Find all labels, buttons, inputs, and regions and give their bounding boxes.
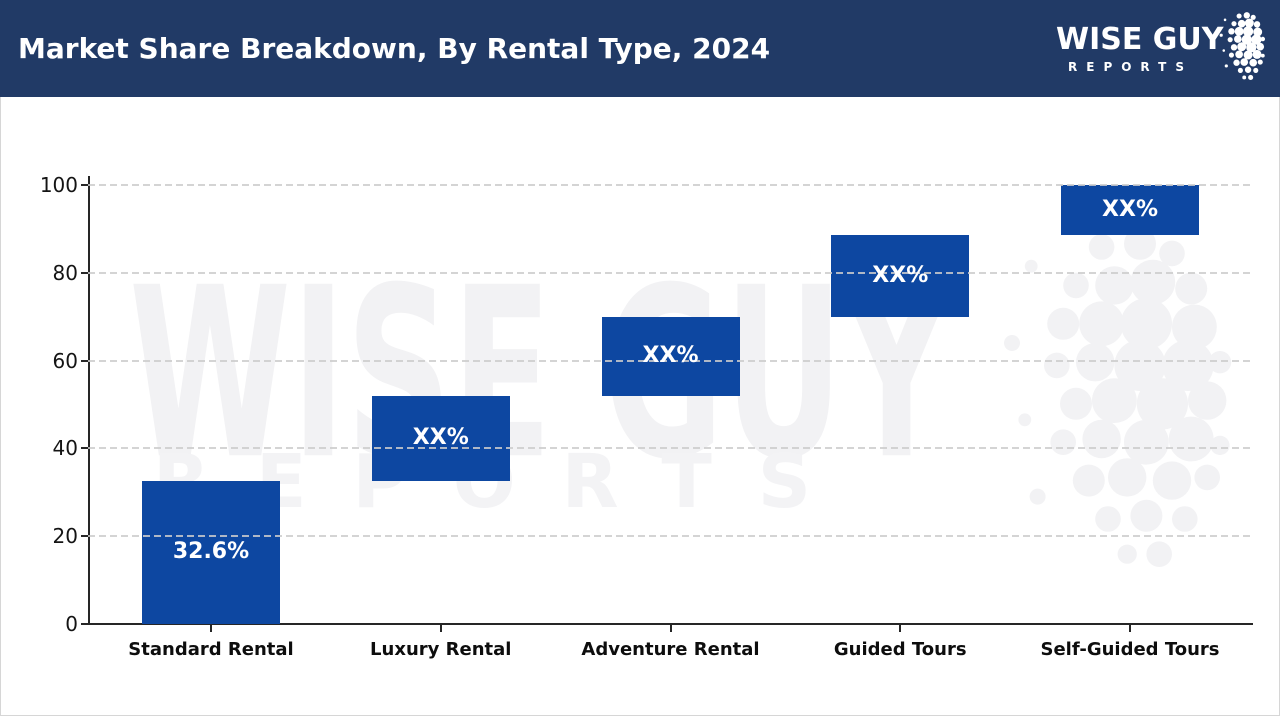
y-axis-line	[88, 176, 90, 625]
category-label: Luxury Rental	[370, 639, 512, 660]
category-label: Adventure Rental	[581, 639, 760, 660]
y-tick-label: 60	[52, 348, 78, 373]
y-tick	[81, 535, 88, 538]
y-tick	[81, 623, 88, 625]
gridline-100	[88, 184, 1253, 186]
y-tick-label: 20	[52, 524, 78, 549]
bar-guided-tours	[831, 235, 970, 317]
wise-guy-logo: WISE GUY REPORTS	[1026, 0, 1266, 97]
bar-value-label: 32.6%	[172, 539, 250, 565]
y-tick	[81, 184, 88, 186]
gridline-60	[88, 359, 1253, 362]
gridline-40	[88, 447, 1253, 450]
bar-value-label: XX%	[872, 263, 929, 289]
bar-value-label: XX%	[412, 425, 469, 451]
x-tick	[439, 625, 442, 632]
page-title: Market Share Breakdown, By Rental Type, …	[18, 32, 771, 65]
x-tick	[210, 625, 212, 632]
watermark-wordmark: WISE GUY	[129, 236, 950, 512]
logo-face-icon	[1219, 12, 1266, 80]
logo-subtext: REPORTS	[1068, 60, 1193, 74]
y-tick-label: 80	[52, 260, 78, 285]
y-tick	[81, 271, 88, 274]
bar-self-guided-tours	[1061, 185, 1199, 236]
y-tick-label: 40	[52, 436, 78, 461]
bar-adventure-rental	[601, 316, 740, 396]
x-tick	[1129, 625, 1131, 632]
y-tick	[81, 359, 88, 362]
category-label: Standard Rental	[128, 639, 294, 660]
y-tick-label: 0	[65, 612, 78, 636]
x-tick	[899, 625, 902, 632]
bar-luxury-rental	[371, 395, 510, 481]
logo-wordmark: WISE GUY	[1056, 22, 1224, 57]
gridline-80	[88, 271, 1253, 274]
header-bar: Market Share Breakdown, By Rental Type, …	[0, 0, 1280, 97]
category-label: Guided Tours	[833, 639, 967, 660]
bar-value-label: XX%	[642, 343, 699, 369]
category-label: Self-Guided Tours	[1040, 639, 1220, 660]
gridline-20	[88, 535, 1253, 538]
bar-standard-rental	[142, 480, 280, 624]
bar-value-label: XX%	[1102, 197, 1158, 223]
x-tick	[669, 625, 672, 632]
y-tick	[81, 447, 88, 450]
x-axis-line	[88, 623, 1253, 625]
y-tick-label: 100	[39, 173, 78, 197]
